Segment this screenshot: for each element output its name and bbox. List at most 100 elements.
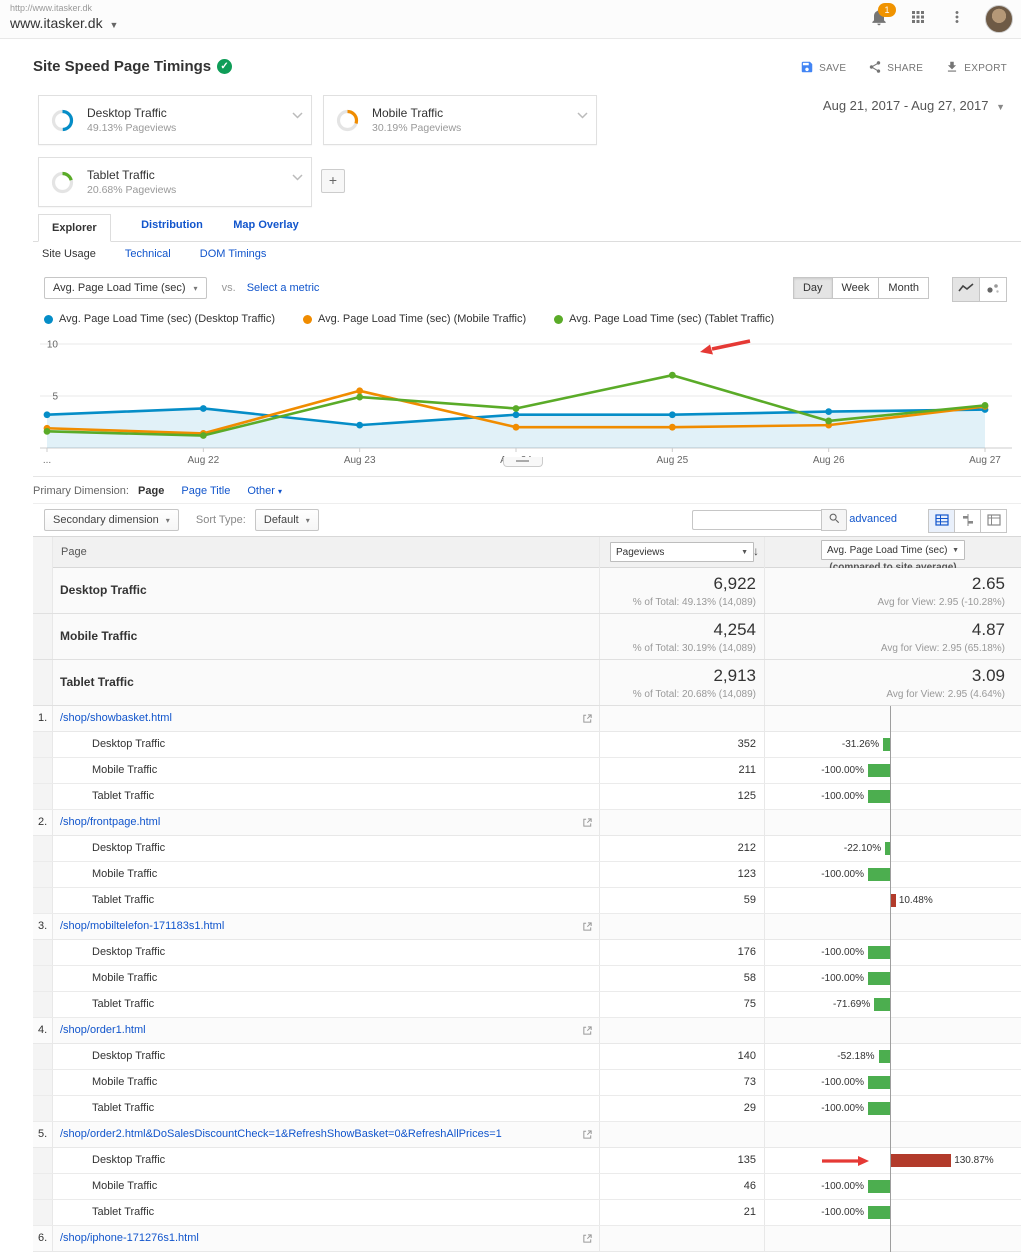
add-segment-button[interactable]: + (321, 169, 345, 193)
sort-type-button[interactable]: Default ▾ (254, 509, 319, 531)
save-button[interactable]: SAVE (800, 60, 846, 77)
metric-cell: -100.00% (765, 940, 1021, 966)
account-selector[interactable]: www.itasker.dk ▼ (10, 15, 118, 31)
open-in-new-icon[interactable] (582, 1129, 593, 1143)
avatar[interactable] (985, 5, 1013, 33)
data-view-button[interactable] (928, 509, 955, 533)
select-metric-link[interactable]: Select a metric (246, 282, 320, 294)
tab-distribution[interactable]: Distribution (141, 219, 203, 231)
row-index: 2. (33, 810, 53, 835)
pageviews-cell: 21 (600, 1200, 765, 1225)
pageviews-cell: 211 (600, 758, 765, 783)
delta-percent: -71.69% (832, 999, 871, 1010)
segment-detail-row: Tablet Traffic 125 -100.00% (33, 784, 1021, 810)
pageviews-metric-select[interactable]: Pageviews ▼ (610, 542, 754, 562)
metric-select[interactable]: Avg. Page Load Time (sec) ▾ (44, 277, 207, 299)
segment-detail-row: Mobile Traffic 123 -100.00% (33, 862, 1021, 888)
motion-chart-button[interactable] (979, 277, 1007, 302)
granularity-week[interactable]: Week (831, 277, 880, 299)
metric-value: 2.65 (971, 573, 1005, 593)
share-button[interactable]: SHARE (868, 60, 923, 77)
segment-label: Tablet Traffic (92, 1102, 155, 1114)
metric-column-select[interactable]: Avg. Page Load Time (sec) ▼ (821, 540, 965, 560)
segment-label: Desktop Traffic (92, 738, 166, 750)
open-in-new-icon[interactable] (582, 921, 593, 935)
chevron-down-icon: ▼ (109, 20, 119, 30)
segment-card-tablet-traffic[interactable]: Tablet Traffic 20.68% Pageviews (38, 157, 312, 207)
segment-label-cell: Desktop Traffic (53, 732, 600, 757)
timeline-expander-handle[interactable] (503, 457, 543, 467)
dimension-page-title[interactable]: Page Title (181, 485, 231, 497)
tab-map-overlay[interactable]: Map Overlay (233, 219, 299, 231)
page-title-text: Site Speed Page Timings (33, 58, 212, 75)
open-in-new-icon[interactable] (582, 817, 593, 831)
pageviews-cell: 212 (600, 836, 765, 861)
date-range-selector[interactable]: Aug 21, 2017 - Aug 27, 2017 ▼ (823, 98, 1005, 113)
page-url-link[interactable]: /shop/iphone-171276s1.html (60, 1232, 199, 1244)
pageviews-total: 6,922 (713, 573, 756, 593)
index-cell (33, 1070, 53, 1095)
pageviews-cell (600, 706, 765, 731)
apps-grid-button[interactable] (907, 8, 929, 30)
metric-cell (765, 914, 1021, 940)
page-url-link[interactable]: /shop/order2.html&DoSalesDiscountCheck=1… (60, 1128, 502, 1140)
row-index: 3. (33, 914, 53, 939)
export-label: EXPORT (964, 63, 1007, 74)
tab-explorer[interactable]: Explorer (38, 214, 111, 242)
chart-type-buttons (952, 277, 1007, 302)
comparison-view-button[interactable] (954, 509, 981, 533)
segment-label-cell: Mobile Traffic (53, 862, 600, 887)
advanced-search-link[interactable]: advanced (849, 513, 897, 525)
export-button[interactable]: EXPORT (945, 60, 1007, 77)
page-url-cell: /shop/iphone-171276s1.html (53, 1226, 600, 1251)
subtab-dom-timings[interactable]: DOM Timings (199, 248, 267, 260)
zero-baseline (890, 1070, 891, 1096)
segment-label: Desktop Traffic (92, 1154, 166, 1166)
dimension-other[interactable]: Other ▾ (247, 485, 282, 497)
page-url-link[interactable]: /shop/mobiltelefon-171183s1.html (60, 920, 225, 932)
metric-cell: -100.00% (765, 862, 1021, 888)
segment-card-mobile-traffic[interactable]: Mobile Traffic 30.19% Pageviews (323, 95, 597, 145)
page-url-link[interactable]: /shop/frontpage.html (60, 816, 161, 828)
segment-card-desktop-traffic[interactable]: Desktop Traffic 49.13% Pageviews (38, 95, 312, 145)
chevron-down-icon: ▼ (996, 102, 1005, 112)
open-in-new-icon[interactable] (582, 1025, 593, 1039)
pageviews-cell (600, 1122, 765, 1147)
primary-dimension-bar: Primary Dimension: Page Page Title Other… (33, 485, 282, 497)
subtab-technical[interactable]: Technical (124, 248, 171, 260)
segment-detail-row: Mobile Traffic 58 -100.00% (33, 966, 1021, 992)
zero-baseline (890, 914, 891, 940)
notifications-button[interactable]: 1 (868, 3, 896, 30)
sort-descending-icon[interactable]: ↓ (753, 544, 759, 558)
granularity-month[interactable]: Month (878, 277, 929, 299)
share-label: SHARE (887, 63, 924, 74)
zero-baseline (890, 992, 891, 1018)
delta-percent: -100.00% (821, 791, 864, 802)
segment-detail-row: Desktop Traffic 212 -22.10% (33, 836, 1021, 862)
report-header: Site Speed Page Timings ✓ SAVE SHARE EXP… (33, 58, 1007, 84)
segment-label: Desktop Traffic (92, 1050, 166, 1062)
open-in-new-icon[interactable] (582, 1233, 593, 1247)
open-in-new-icon[interactable] (582, 713, 593, 727)
delta-percent: -31.26% (841, 739, 880, 750)
pageviews-cell: 135 (600, 1148, 765, 1173)
page-row: 1. /shop/showbasket.html (33, 706, 1021, 732)
date-range-text: Aug 21, 2017 - Aug 27, 2017 (822, 98, 989, 113)
search-button[interactable] (821, 509, 847, 531)
page-url-link[interactable]: /shop/order1.html (60, 1024, 146, 1036)
index-cell (33, 862, 53, 887)
search-input[interactable] (692, 510, 821, 530)
save-label: SAVE (819, 63, 847, 74)
pageviews-value: 352 (737, 738, 756, 750)
granularity-day[interactable]: Day (792, 277, 833, 299)
delta-percent: -100.00% (821, 947, 864, 958)
subtab-site-usage[interactable]: Site Usage (42, 248, 96, 260)
line-chart-button[interactable] (952, 277, 980, 302)
page-url-link[interactable]: /shop/showbasket.html (60, 712, 172, 724)
pivot-view-button[interactable] (980, 509, 1007, 533)
more-menu-button[interactable] (946, 8, 968, 30)
index-cell (33, 660, 53, 705)
secondary-dimension-button[interactable]: Secondary dimension ▾ (44, 509, 179, 531)
dimension-page[interactable]: Page (138, 485, 165, 497)
pageviews-percent-of-total: % of Total: 30.19% (14,089) (632, 642, 756, 654)
